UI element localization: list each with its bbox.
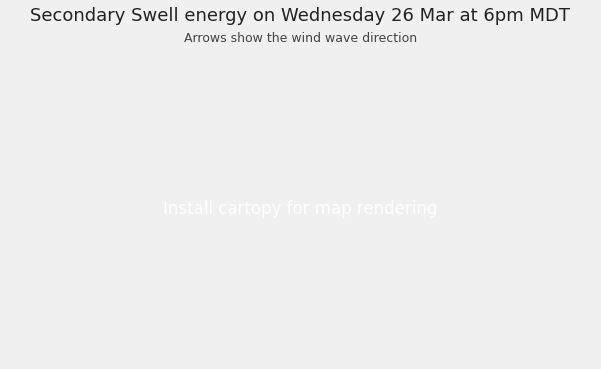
- Text: Install cartopy for map rendering: Install cartopy for map rendering: [163, 200, 438, 218]
- Text: Secondary Swell energy on Wednesday 26 Mar at 6pm MDT: Secondary Swell energy on Wednesday 26 M…: [31, 7, 570, 25]
- Text: Arrows show the wind wave direction: Arrows show the wind wave direction: [184, 32, 417, 45]
